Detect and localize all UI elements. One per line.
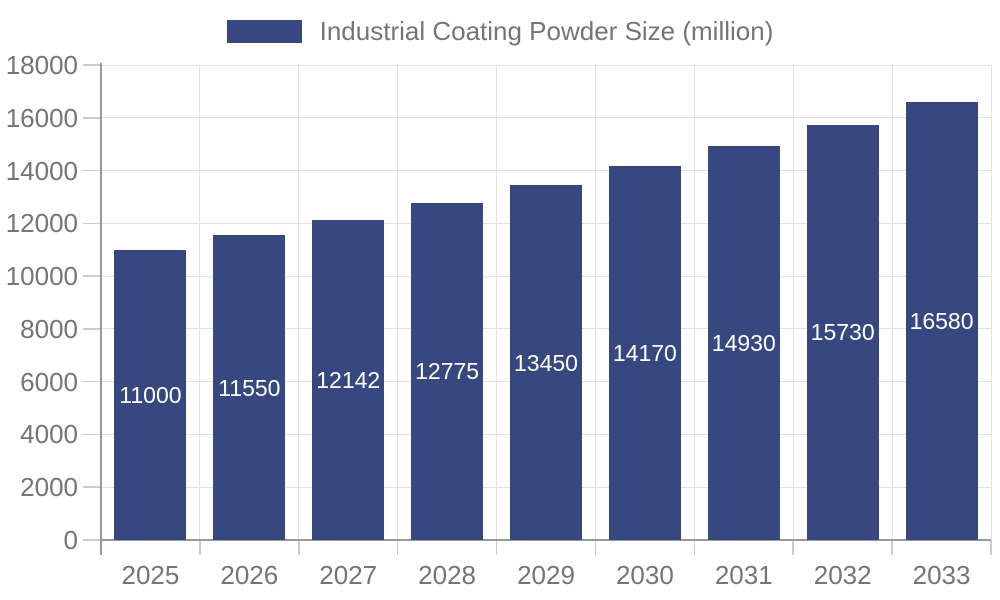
bar-value-label: 13450 [514,349,578,376]
bar-value-label: 15730 [810,319,875,346]
x-axis-label: 2032 [813,560,872,590]
y-axis-tick [83,275,101,277]
bar-value-label: 14930 [711,330,776,356]
x-axis-label: 2025 [121,560,180,590]
bar-2029[interactable] [510,185,582,540]
gridline-vertical [891,65,893,540]
y-axis-tick [83,539,101,541]
bar-2028[interactable] [411,202,484,540]
gridline-vertical [199,65,201,540]
bar-value-label: 11550 [218,374,281,401]
x-axis-label: 2033 [912,560,971,590]
gridline-vertical [397,65,399,540]
bar-2030[interactable] [608,166,681,540]
y-axis-tick [83,380,101,383]
y-axis-tick [83,117,101,119]
gridline-vertical [792,65,794,540]
bar-2025[interactable] [114,249,187,540]
x-axis-tick [396,540,399,555]
y-axis-tick [83,486,101,488]
gridline-vertical [298,65,300,540]
x-axis-label: 2029 [517,560,575,590]
x-axis-tick [594,540,597,555]
y-axis-tick [83,328,101,330]
bar-2027[interactable] [312,219,385,540]
y-axis-label: 0 [63,525,78,555]
y-axis-label: 14000 [5,155,78,186]
x-axis-tick [298,540,300,555]
x-axis-tick [495,540,498,555]
x-axis-label: 2026 [220,560,279,590]
gridline-vertical [693,65,695,540]
x-axis-tick [792,540,794,555]
x-axis-tick [693,540,696,555]
gridline-horizontal [101,117,991,119]
bar-value-label: 12142 [316,366,381,393]
bar-value-label: 16580 [909,308,974,335]
bar-value-label: 11000 [119,381,182,408]
y-axis-label: 10000 [5,261,78,292]
x-axis-label: 2031 [714,560,773,590]
y-axis-label: 2000 [20,472,78,503]
bar-2032[interactable] [806,124,879,540]
legend-label[interactable]: Industrial Coating Powder Size (million) [319,16,774,46]
bar-2031[interactable] [707,146,780,540]
x-axis-tick [990,540,992,555]
y-axis-line [100,63,102,555]
y-axis-tick [83,64,101,66]
x-axis-tick [199,540,201,555]
gridline-vertical [496,65,498,540]
legend[interactable]: Industrial Coating Powder Size (million) [0,16,1000,47]
x-axis-tick [891,540,893,555]
bar-value-label: 14170 [612,340,677,367]
y-axis-label: 16000 [5,102,78,133]
y-axis-tick [83,222,101,225]
gridline-horizontal [101,170,991,172]
y-axis-label: 6000 [20,366,78,397]
y-axis-label: 12000 [5,208,78,239]
gridline-horizontal [101,64,991,66]
x-axis-label: 2028 [418,560,477,590]
x-axis-label: 2027 [319,560,378,590]
bar-2033[interactable] [905,102,978,540]
legend-swatch[interactable] [226,20,302,43]
bar-value-label: 12775 [415,358,480,385]
x-axis-label: 2030 [615,560,674,590]
bar-2026[interactable] [213,235,286,540]
gridline-vertical [594,65,596,540]
y-axis-tick [83,169,101,172]
y-axis-tick [83,433,101,436]
y-axis-label: 4000 [20,419,78,450]
y-axis-label: 8000 [20,313,78,344]
gridline-vertical [990,65,992,540]
x-axis-line [101,539,991,541]
y-axis-label: 18000 [5,50,78,80]
